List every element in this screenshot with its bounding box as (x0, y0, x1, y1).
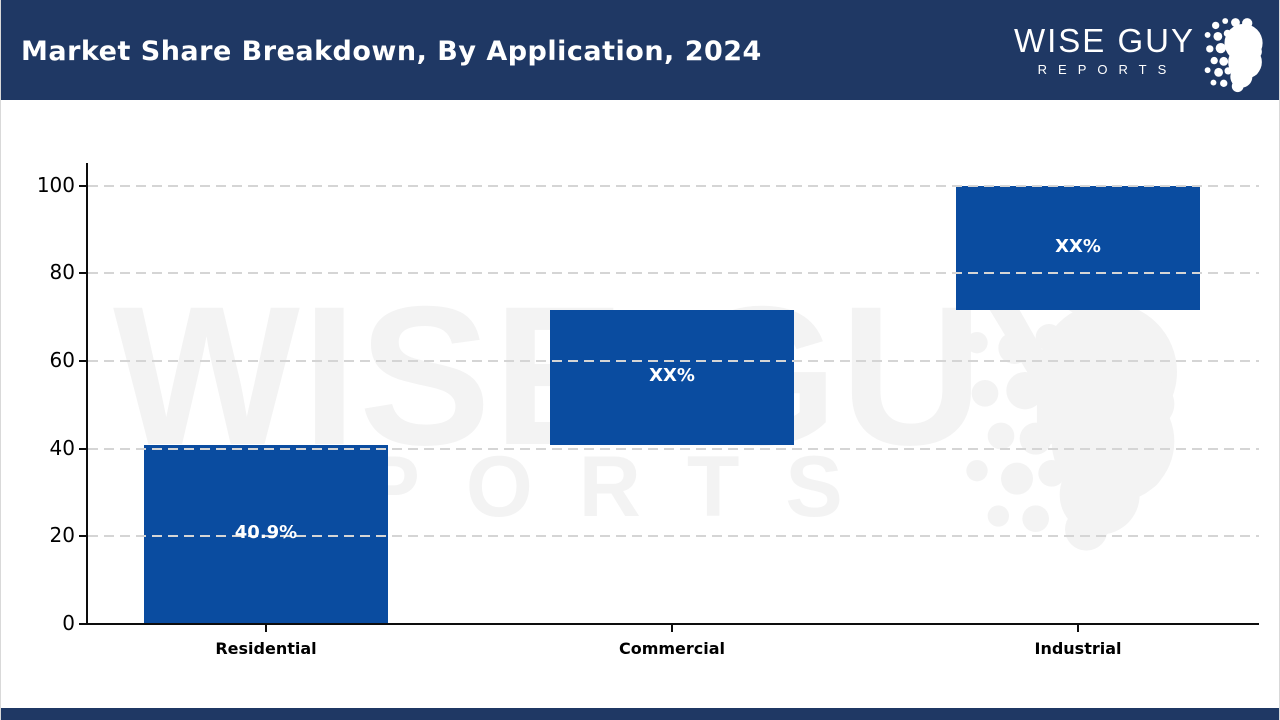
y-tick (79, 184, 87, 187)
y-tick-label: 80 (49, 260, 75, 285)
x-tick-label: Residential (215, 639, 317, 658)
x-tick (671, 625, 673, 632)
x-axis-line (86, 623, 1259, 625)
gridline-40 (88, 447, 1259, 450)
y-tick (79, 272, 87, 275)
bar-value-label: XX% (649, 365, 695, 387)
x-tick (1077, 625, 1079, 632)
y-tick (79, 360, 87, 363)
y-tick (79, 623, 87, 625)
gridline-60 (88, 360, 1259, 363)
y-tick-label: 0 (62, 611, 75, 635)
bar-residential (144, 444, 388, 624)
x-tick-label: Industrial (1034, 639, 1122, 658)
x-tick (265, 625, 267, 632)
brand-logo-text: WISE GUY REPORTS (1014, 22, 1195, 77)
brand-logo: WISE GUY REPORTS (997, 6, 1267, 96)
y-tick-label: 20 (49, 523, 75, 548)
bar-value-label: 40.9% (234, 522, 298, 544)
watermark-face-icon (966, 281, 1177, 551)
brand-subtext: REPORTS (1037, 62, 1178, 77)
bar-value-label: XX% (1055, 235, 1101, 257)
gridline-20 (88, 535, 1259, 538)
y-tick-label: 100 (36, 172, 75, 197)
y-tick-label: 60 (49, 348, 75, 373)
y-tick (79, 535, 87, 538)
y-tick-label: 40 (49, 435, 75, 460)
bar-industrial (956, 185, 1200, 311)
y-tick (79, 447, 87, 450)
y-axis-line (86, 163, 88, 625)
brand-wordmark: WISE GUY (1013, 22, 1195, 59)
gridline-80 (88, 272, 1259, 275)
chart-title: Market Share Breakdown, By Application, … (21, 36, 762, 67)
x-tick-label: Commercial (618, 639, 726, 658)
gridline-100 (88, 184, 1259, 187)
bar-commercial (550, 310, 794, 445)
brand-face-icon (1204, 18, 1263, 93)
footer-bar (1, 708, 1279, 720)
header: Market Share Breakdown, By Application, … (1, 0, 1279, 100)
